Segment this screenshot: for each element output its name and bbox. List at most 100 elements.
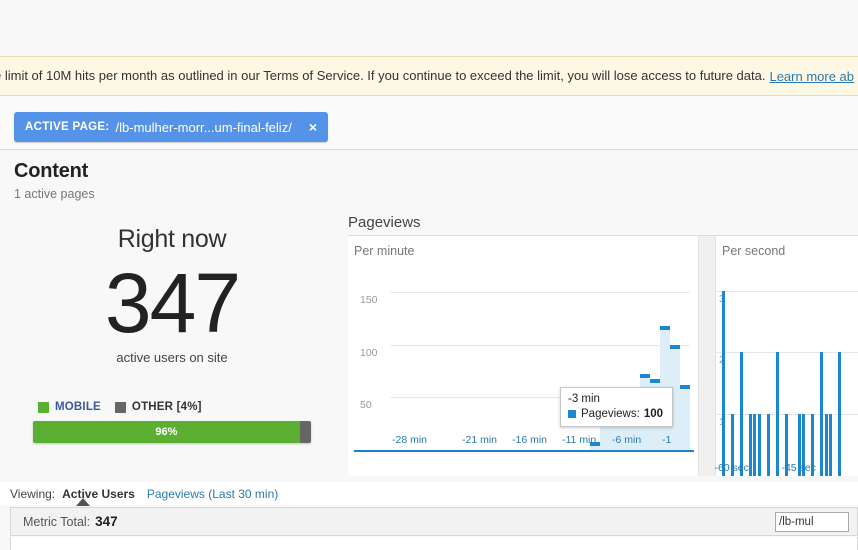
page-title: Content xyxy=(14,160,89,182)
bar xyxy=(784,414,788,476)
device-bar-mobile: 96% xyxy=(33,421,300,443)
quota-warning-banner: e limit of 10M hits per month as outline… xyxy=(0,56,858,96)
gridline xyxy=(390,397,690,399)
pageviews-panel: Per minute 50 100 150 -28 min -21 min -16 min… xyxy=(348,235,858,476)
bar-fill xyxy=(630,412,640,450)
bar xyxy=(802,414,806,476)
pageviews-per-minute-chart: Per minute 50 100 150 -28 min -21 min -16 min… xyxy=(348,236,698,476)
active-page-chip-value: /lb-mulher-morr...um-final-feliz/ xyxy=(115,119,292,135)
tooltip-series-row: Pageviews: 100 xyxy=(568,408,663,420)
chart-tooltip: -3 min Pageviews: 100 xyxy=(560,387,673,427)
bar xyxy=(757,414,761,476)
bar-cap xyxy=(650,378,660,383)
active-page-filter-row: ACTIVE PAGE: /lb-mulher-morr...um-final-… xyxy=(0,97,858,150)
device-bar-mobile-label: 96% xyxy=(155,426,178,438)
y-axis-tick: 50 xyxy=(360,399,372,412)
legend-swatch-other xyxy=(114,401,126,413)
x-axis-tick: -1 xyxy=(662,434,672,446)
x-axis-tick: -60 sec xyxy=(714,462,749,474)
tab-active-users[interactable]: Active Users xyxy=(62,486,135,501)
gridline xyxy=(390,292,690,294)
device-bar-other xyxy=(299,421,311,443)
right-now-title: Right now xyxy=(117,225,227,253)
metric-total-bar: Metric Total: 347 xyxy=(10,507,858,536)
legend-label-mobile: MOBILE xyxy=(55,401,101,413)
bar-fill xyxy=(670,344,680,450)
x-axis-tick: -28 min xyxy=(392,434,428,446)
metric-total-value: 347 xyxy=(95,514,118,529)
pageviews-title: Pageviews xyxy=(348,214,421,231)
bar-cap xyxy=(660,325,670,330)
right-now-panel: Right now 347 active users on site xyxy=(0,225,344,365)
viewing-label: Viewing: xyxy=(10,486,56,501)
x-axis-tick: -21 min xyxy=(462,434,498,446)
gridline xyxy=(716,352,858,354)
y-axis-tick: 3 xyxy=(719,293,725,305)
bar xyxy=(838,352,842,476)
pageviews-per-second-chart: Per second 1 2 3 -60 sec -45 sec xyxy=(714,236,858,476)
x-axis-tick: -11 min xyxy=(562,434,597,446)
gridline xyxy=(390,344,690,346)
bar xyxy=(722,290,725,476)
device-share-bar: 96% xyxy=(33,421,311,443)
x-axis-line xyxy=(354,450,694,452)
x-axis-tick: -6 min xyxy=(612,434,642,446)
bar-fill xyxy=(590,441,600,450)
gridline xyxy=(716,290,858,292)
active-page-chip-label: ACTIVE PAGE: xyxy=(25,121,110,133)
bar xyxy=(824,414,828,476)
top-blank-area xyxy=(0,0,858,56)
bar xyxy=(748,414,752,476)
bar xyxy=(753,414,757,476)
bar xyxy=(811,414,815,476)
legend-label-other: OTHER [4%] xyxy=(131,401,202,413)
bar xyxy=(820,352,824,476)
x-axis-tick: -16 min xyxy=(512,434,548,446)
bar xyxy=(766,414,770,476)
bar xyxy=(829,414,833,476)
y-axis-tick: 2 xyxy=(719,354,725,366)
bar-fill xyxy=(680,384,690,450)
active-users-count: 347 xyxy=(104,256,241,350)
legend-swatch-mobile xyxy=(38,401,49,413)
chart-divider: ❯ xyxy=(698,236,716,476)
bar xyxy=(730,414,734,476)
bar-cap xyxy=(670,344,680,349)
y-axis-tick: 150 xyxy=(360,294,378,307)
bar-fill xyxy=(600,412,610,450)
close-icon[interactable]: × xyxy=(308,119,317,135)
learn-more-link[interactable]: Learn more ab xyxy=(769,68,855,84)
results-table-top xyxy=(10,537,858,550)
per-minute-label: Per minute xyxy=(354,244,415,258)
device-legend: MOBILE OTHER [4%] xyxy=(38,401,216,413)
active-users-caption: active users on site xyxy=(116,350,228,365)
bar-cap xyxy=(590,441,600,446)
viewing-row: Viewing: Active Users Pageviews (Last 30… xyxy=(0,482,858,505)
y-axis-tick: 1 xyxy=(719,416,725,428)
bar-cap xyxy=(680,384,690,389)
tab-pageviews-last-30-min[interactable]: Pageviews (Last 30 min) xyxy=(146,486,279,501)
legend-item-other: OTHER [4%] xyxy=(114,401,202,413)
active-tab-caret xyxy=(76,498,90,506)
metric-total-label: Metric Total: xyxy=(23,514,91,529)
tooltip-title: -3 min xyxy=(568,393,600,405)
bar-fill xyxy=(620,412,630,450)
per-second-label: Per second xyxy=(722,244,786,258)
active-page-chip[interactable]: ACTIVE PAGE: /lb-mulher-morr...um-final-… xyxy=(14,112,328,142)
active-pages-count: 1 active pages xyxy=(14,187,95,201)
content-heading: Content 1 active pages xyxy=(14,160,95,201)
y-axis-tick: 100 xyxy=(360,346,378,359)
page-filter-input[interactable] xyxy=(775,511,849,532)
bar xyxy=(775,352,779,476)
tooltip-swatch-icon xyxy=(568,410,576,418)
tooltip-series-value: 100 xyxy=(643,408,663,420)
bar xyxy=(590,441,600,450)
banner-message: e limit of 10M hits per month as outline… xyxy=(0,68,766,83)
bar xyxy=(680,384,690,450)
bar-fill xyxy=(610,418,620,450)
bar-cap xyxy=(640,374,650,379)
x-axis-tick: -45 sec xyxy=(781,462,816,474)
legend-item-mobile: MOBILE xyxy=(38,401,101,413)
tooltip-series-label: Pageviews: xyxy=(581,408,640,420)
bar xyxy=(670,344,680,450)
